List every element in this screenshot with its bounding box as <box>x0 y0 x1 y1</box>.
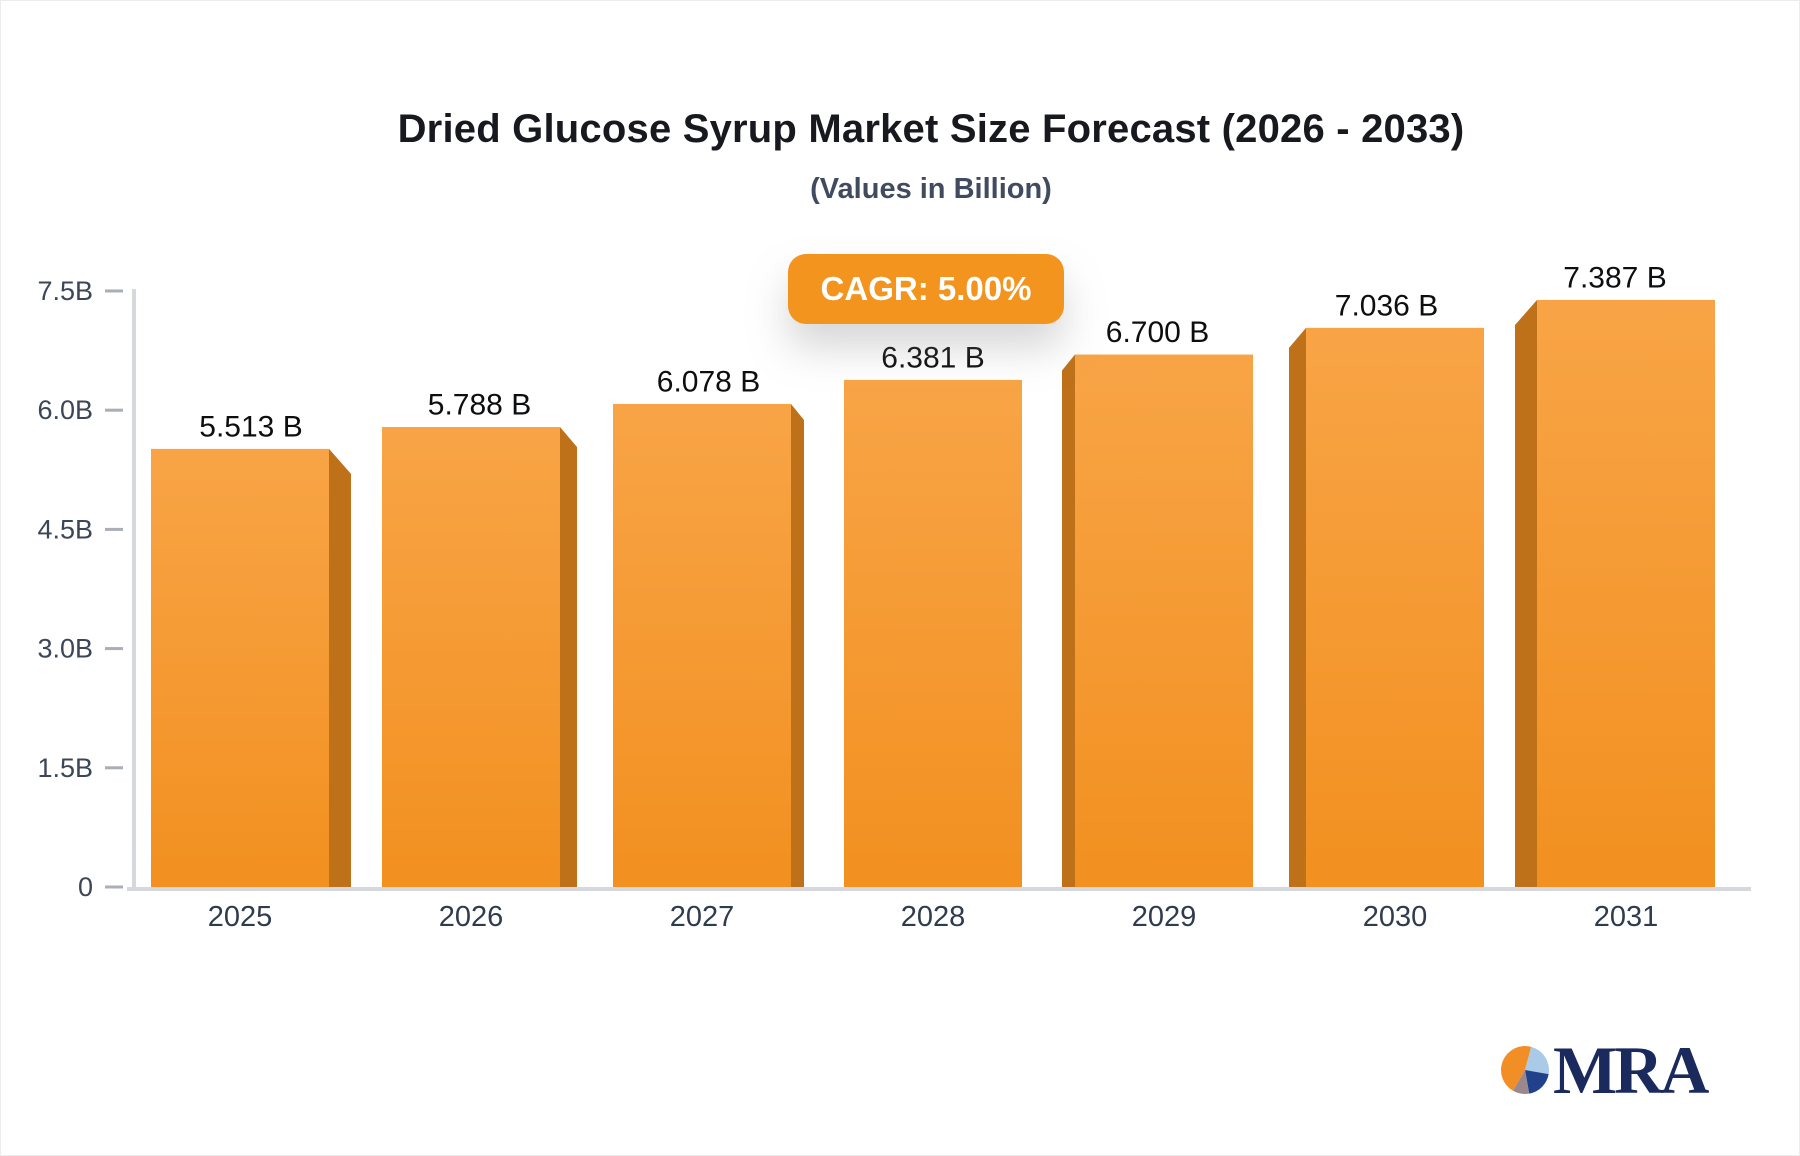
bar-side-face <box>1515 299 1537 888</box>
value-label: 7.387 B <box>1563 261 1666 294</box>
bar-2029[interactable] <box>1062 354 1253 887</box>
bar-front-face <box>151 448 329 887</box>
y-tick-label: 0 <box>78 872 93 902</box>
y-tick-label: 3.0B <box>37 634 93 664</box>
light-blue-slice <box>1525 1046 1549 1075</box>
logo-text: MRA <box>1553 1032 1709 1108</box>
bar-2030[interactable] <box>1289 327 1484 887</box>
bar-side-face <box>329 448 351 887</box>
x-category-label: 2025 <box>208 901 273 933</box>
value-label: 5.788 B <box>428 389 531 422</box>
x-category-label: 2031 <box>1594 901 1659 933</box>
bar-front-face <box>844 379 1022 887</box>
x-category-label: 2029 <box>1132 901 1197 933</box>
bar-front-face <box>1306 327 1484 887</box>
x-category-label: 2030 <box>1363 901 1428 933</box>
x-category-label: 2028 <box>901 901 966 933</box>
y-tick-mark <box>105 527 123 531</box>
y-axis-line <box>132 288 136 890</box>
pie-chart-icon <box>1501 1046 1549 1094</box>
y-tick-label: 6.0B <box>37 395 93 425</box>
bar-front-face <box>1075 354 1253 887</box>
bar-side-face <box>791 403 804 887</box>
x-axis-line <box>127 887 1751 891</box>
y-tick-mark <box>105 408 123 412</box>
y-tick-mark <box>105 289 123 293</box>
x-category-label: 2027 <box>670 901 735 933</box>
page-subtitle: (Values in Billion) <box>810 173 1052 205</box>
cagr-badge: CAGR: 5.00% <box>788 254 1064 324</box>
bar-front-face <box>382 427 560 887</box>
y-tick-mark <box>105 647 123 651</box>
bar-front-face <box>1537 299 1715 888</box>
bar-2031[interactable] <box>1515 299 1715 888</box>
page-title: Dried Glucose Syrup Market Size Forecast… <box>397 107 1465 151</box>
value-label: 7.036 B <box>1335 289 1438 322</box>
value-label: 5.513 B <box>199 410 302 443</box>
y-tick-mark <box>105 766 123 770</box>
x-category-label: 2026 <box>439 901 504 933</box>
y-tick-label: 7.5B <box>37 276 93 306</box>
cagr-badge-label: CAGR: 5.00% <box>820 270 1032 307</box>
mra-logo: MRA <box>1500 1031 1709 1109</box>
bar-2025[interactable] <box>151 448 351 887</box>
y-tick-mark <box>105 885 123 889</box>
orange-slice <box>1501 1046 1532 1091</box>
y-tick-label: 4.5B <box>37 514 93 544</box>
bar-front-face <box>613 403 791 887</box>
value-label: 6.700 B <box>1106 316 1209 349</box>
bar-2026[interactable] <box>382 427 577 887</box>
dark-blue-slice <box>1525 1070 1549 1094</box>
bar-side-face <box>560 427 577 887</box>
bar-side-face <box>1062 354 1075 887</box>
bar-2027[interactable] <box>613 403 804 887</box>
value-label: 6.078 B <box>657 365 760 398</box>
gray-slice <box>1513 1070 1530 1094</box>
value-label: 6.381 B <box>881 341 984 374</box>
bar-2028[interactable] <box>844 379 1022 887</box>
bar-side-face <box>1289 327 1306 887</box>
y-tick-label: 1.5B <box>37 753 93 783</box>
